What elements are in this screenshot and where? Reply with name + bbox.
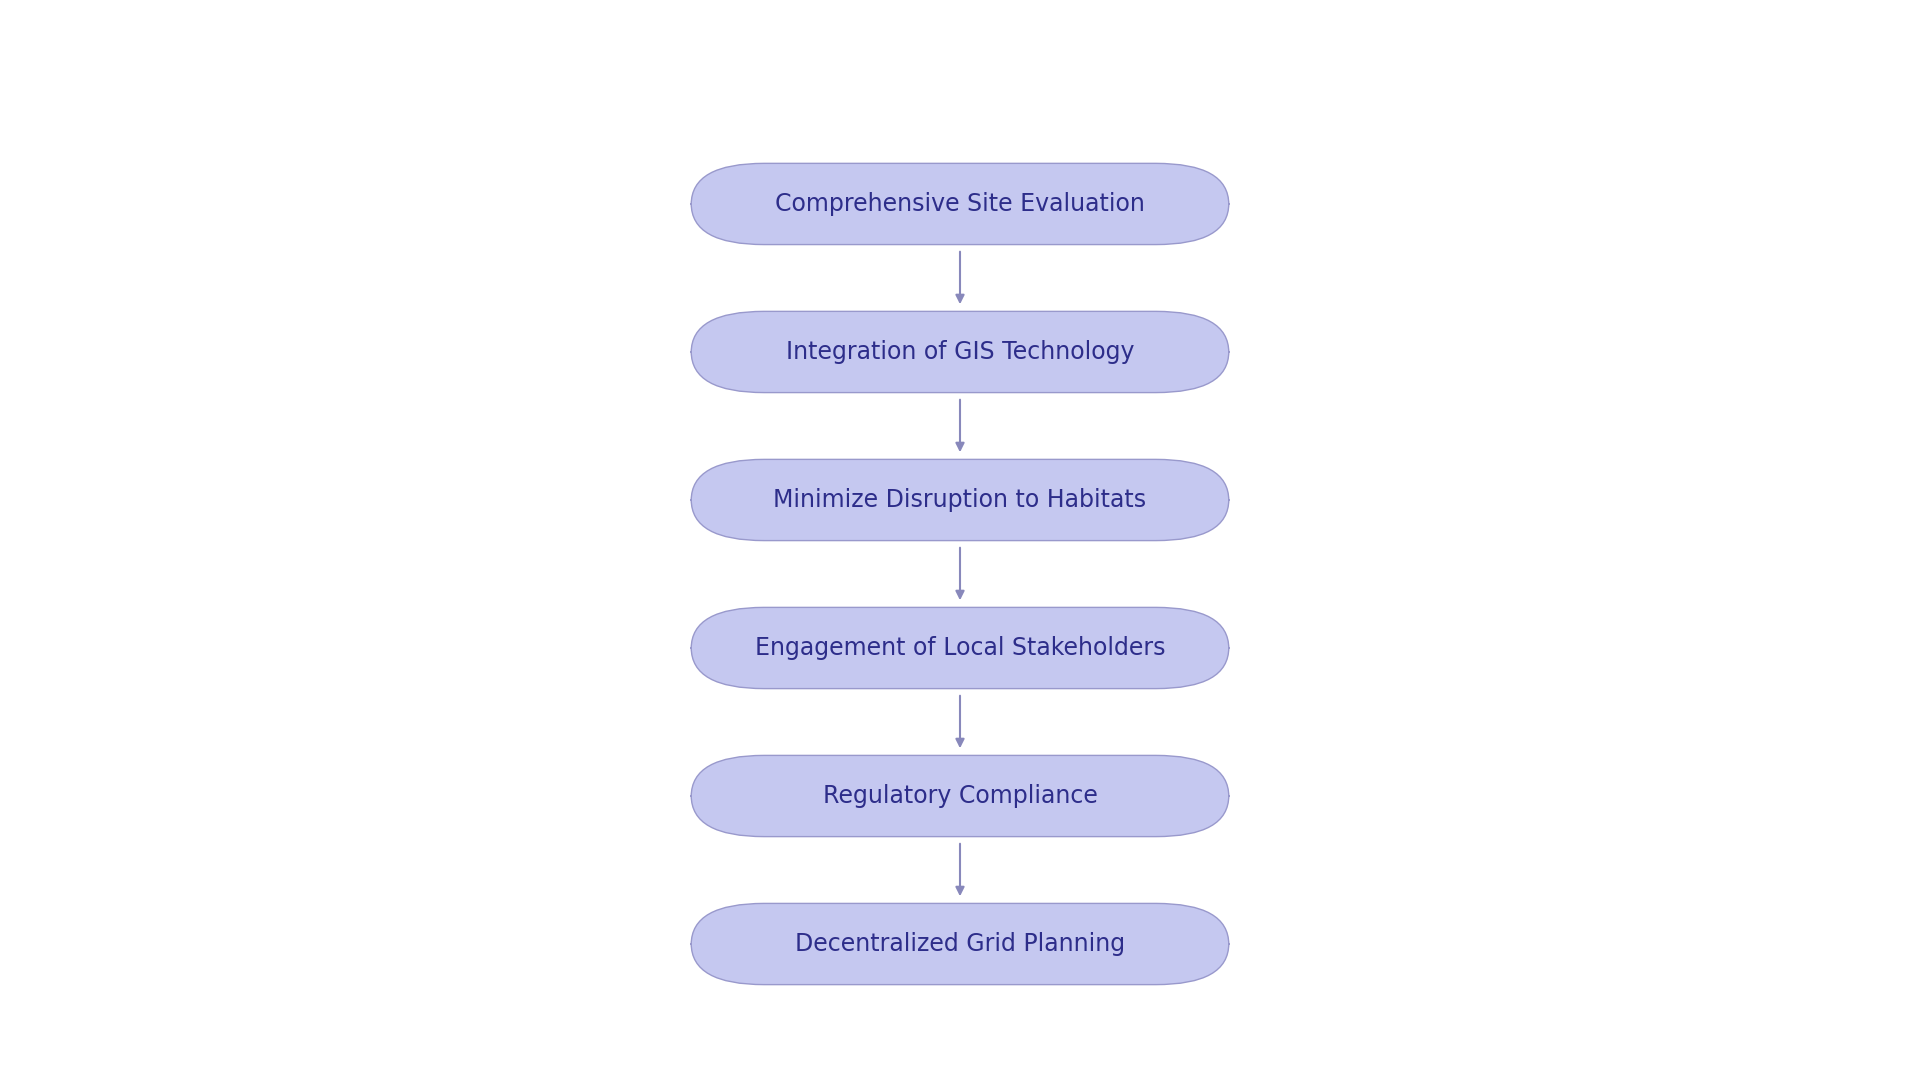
FancyBboxPatch shape (691, 903, 1229, 984)
Text: Decentralized Grid Planning: Decentralized Grid Planning (795, 932, 1125, 956)
Text: Integration of GIS Technology: Integration of GIS Technology (785, 340, 1135, 364)
Text: Regulatory Compliance: Regulatory Compliance (822, 784, 1098, 808)
Text: Engagement of Local Stakeholders: Engagement of Local Stakeholders (755, 636, 1165, 660)
FancyBboxPatch shape (691, 164, 1229, 245)
FancyBboxPatch shape (691, 756, 1229, 837)
FancyBboxPatch shape (691, 312, 1229, 393)
FancyBboxPatch shape (691, 459, 1229, 540)
FancyBboxPatch shape (691, 608, 1229, 689)
Text: Minimize Disruption to Habitats: Minimize Disruption to Habitats (774, 488, 1146, 512)
Text: Comprehensive Site Evaluation: Comprehensive Site Evaluation (776, 192, 1144, 216)
